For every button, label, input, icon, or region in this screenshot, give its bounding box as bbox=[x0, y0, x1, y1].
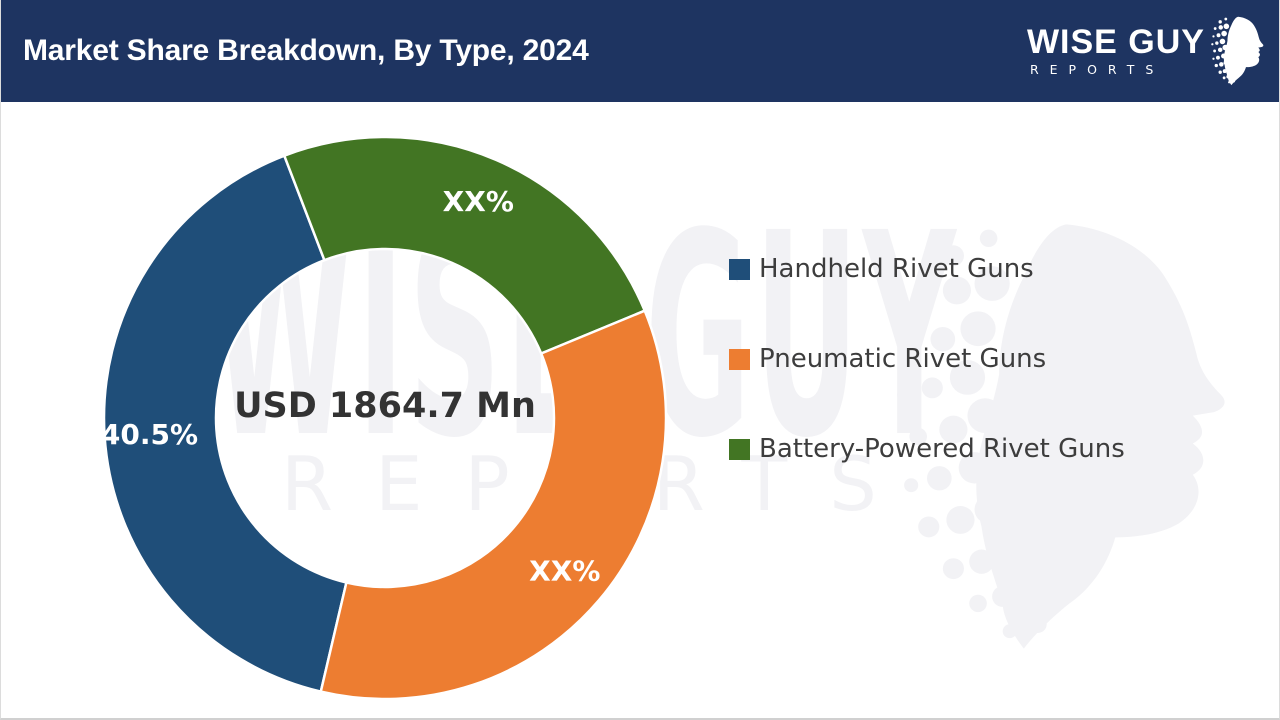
legend-swatch-pneumatic-rivet-guns bbox=[729, 348, 750, 370]
donut-segment-pneumatic-rivet-guns bbox=[319, 309, 668, 701]
chart-legend: Handheld Rivet Guns Pneumatic Rivet Guns B… bbox=[729, 252, 1125, 522]
legend-label-battery-powered-rivet-guns: Battery-Powered Rivet Guns bbox=[759, 434, 1125, 464]
legend-swatch-battery-powered-rivet-guns bbox=[729, 438, 750, 460]
legend-item-battery-powered-rivet-guns: Battery-Powered Rivet Guns bbox=[729, 432, 1125, 466]
legend-label-pneumatic-rivet-guns: Pneumatic Rivet Guns bbox=[759, 344, 1047, 374]
brand-name: WISE GUY bbox=[1026, 23, 1205, 61]
slice-label-pneumatic-rivet-guns: XX% bbox=[529, 555, 600, 588]
header: Market Share Breakdown, By Type, 2024 WI… bbox=[1, 0, 1279, 102]
donut-segment-battery-powered-rivet-guns bbox=[283, 135, 646, 355]
chart-area: WISE GUY REPORTS 40.5%XX%XX% USD 1864.7 … bbox=[1, 102, 1280, 718]
legend-label-handheld-rivet-guns: Handheld Rivet Guns bbox=[759, 254, 1034, 284]
brand-logo: WISE GUY REPORTS bbox=[1027, 15, 1265, 88]
donut-segment-handheld-rivet-guns bbox=[102, 154, 348, 693]
slice-label-battery-powered-rivet-guns: XX% bbox=[443, 185, 514, 218]
brand-face-icon bbox=[1209, 15, 1265, 88]
legend-swatch-handheld-rivet-guns bbox=[729, 258, 750, 280]
page-title: Market Share Breakdown, By Type, 2024 bbox=[23, 34, 589, 67]
legend-item-handheld-rivet-guns: Handheld Rivet Guns bbox=[729, 252, 1125, 286]
brand-subtitle: REPORTS bbox=[1029, 62, 1165, 77]
donut-chart: 40.5% XX% XX% bbox=[101, 135, 668, 701]
brand-wordmark: WISE GUY REPORTS bbox=[1027, 25, 1205, 77]
chart-center-value: USD 1864.7 Mn bbox=[234, 386, 536, 426]
slice-label-handheld-rivet-guns: 40.5% bbox=[101, 418, 198, 451]
legend-item-pneumatic-rivet-guns: Pneumatic Rivet Guns bbox=[729, 342, 1125, 376]
